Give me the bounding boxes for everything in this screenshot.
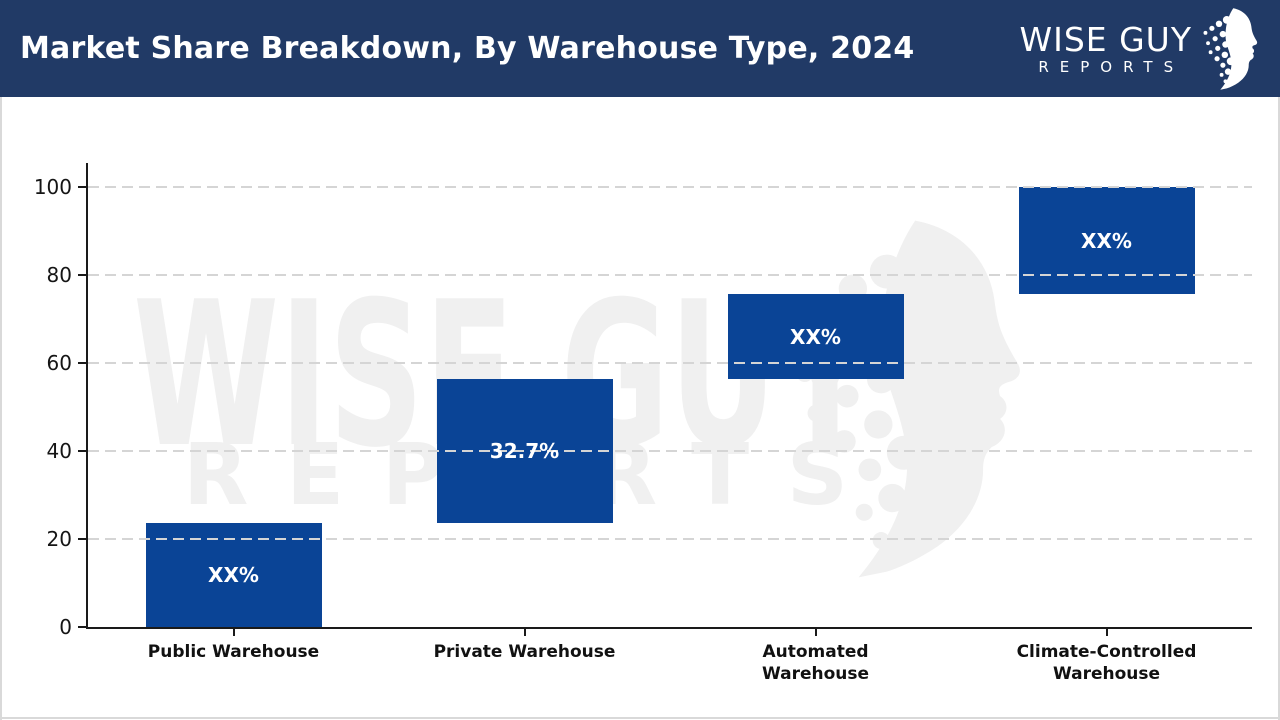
bar-climate-controlled-warehouse: [1018, 187, 1195, 295]
y-tick-label-100: 100: [33, 175, 72, 199]
x-tick-mark-public-warehouse: [232, 629, 235, 636]
page-border-right: [1278, 97, 1280, 720]
grid-line-80: [88, 274, 1252, 276]
x-axis-label-climate-controlled-warehouse: Climate-Controlled Warehouse: [1016, 642, 1197, 684]
header-bar: Market Share Breakdown, By Warehouse Typ…: [0, 0, 1280, 97]
x-axis-label-automated-warehouse: Automated Warehouse: [761, 642, 870, 684]
y-tick-label-40: 40: [46, 439, 72, 463]
grid-line-100: [88, 186, 1252, 188]
grid-line-60: [88, 362, 1252, 364]
bar-public-warehouse: [145, 522, 322, 627]
x-tick-mark-private-warehouse: [523, 629, 526, 636]
x-tick-mark-automated-warehouse: [814, 629, 817, 636]
grid-line-20: [88, 538, 1252, 540]
grid-line-40: [88, 450, 1252, 452]
y-tick-mark-20: [78, 538, 86, 540]
bar-value-label-automated-warehouse: XX%: [790, 324, 841, 349]
bar-value-label-private-warehouse: 32.7%: [489, 438, 560, 463]
x-tick-mark-climate-controlled-warehouse: [1105, 629, 1108, 636]
page-border-left: [0, 97, 2, 720]
wiseguy-logo: WISE GUY REPORTS: [1019, 7, 1266, 91]
y-tick-mark-40: [78, 450, 86, 452]
logo-wordmark: WISE GUY: [1019, 19, 1192, 59]
logo-text: WISE GUY REPORTS: [1019, 19, 1192, 76]
y-tick-mark-0: [78, 626, 86, 628]
bar-value-label-public-warehouse: XX%: [208, 562, 259, 587]
page-title: Market Share Breakdown, By Warehouse Typ…: [20, 31, 915, 66]
x-axis-label-public-warehouse: Public Warehouse: [147, 642, 320, 662]
y-tick-mark-80: [78, 274, 86, 276]
y-tick-label-60: 60: [46, 351, 72, 375]
bar-value-label-climate-controlled-warehouse: XX%: [1081, 228, 1132, 253]
bar-automated-warehouse: [727, 294, 904, 379]
page-border-bottom: [0, 717, 1280, 719]
y-tick-mark-100: [78, 186, 86, 188]
y-tick-mark-60: [78, 362, 86, 364]
x-axis-label-private-warehouse: Private Warehouse: [433, 642, 616, 662]
y-tick-label-20: 20: [46, 527, 72, 551]
y-tick-label-80: 80: [46, 263, 72, 287]
x-axis-line: [86, 627, 1252, 629]
y-axis-line: [86, 163, 88, 629]
logo-face-icon: [1203, 7, 1258, 90]
y-tick-label-0: 0: [59, 615, 72, 639]
logo-subtitle: REPORTS: [1038, 57, 1185, 76]
